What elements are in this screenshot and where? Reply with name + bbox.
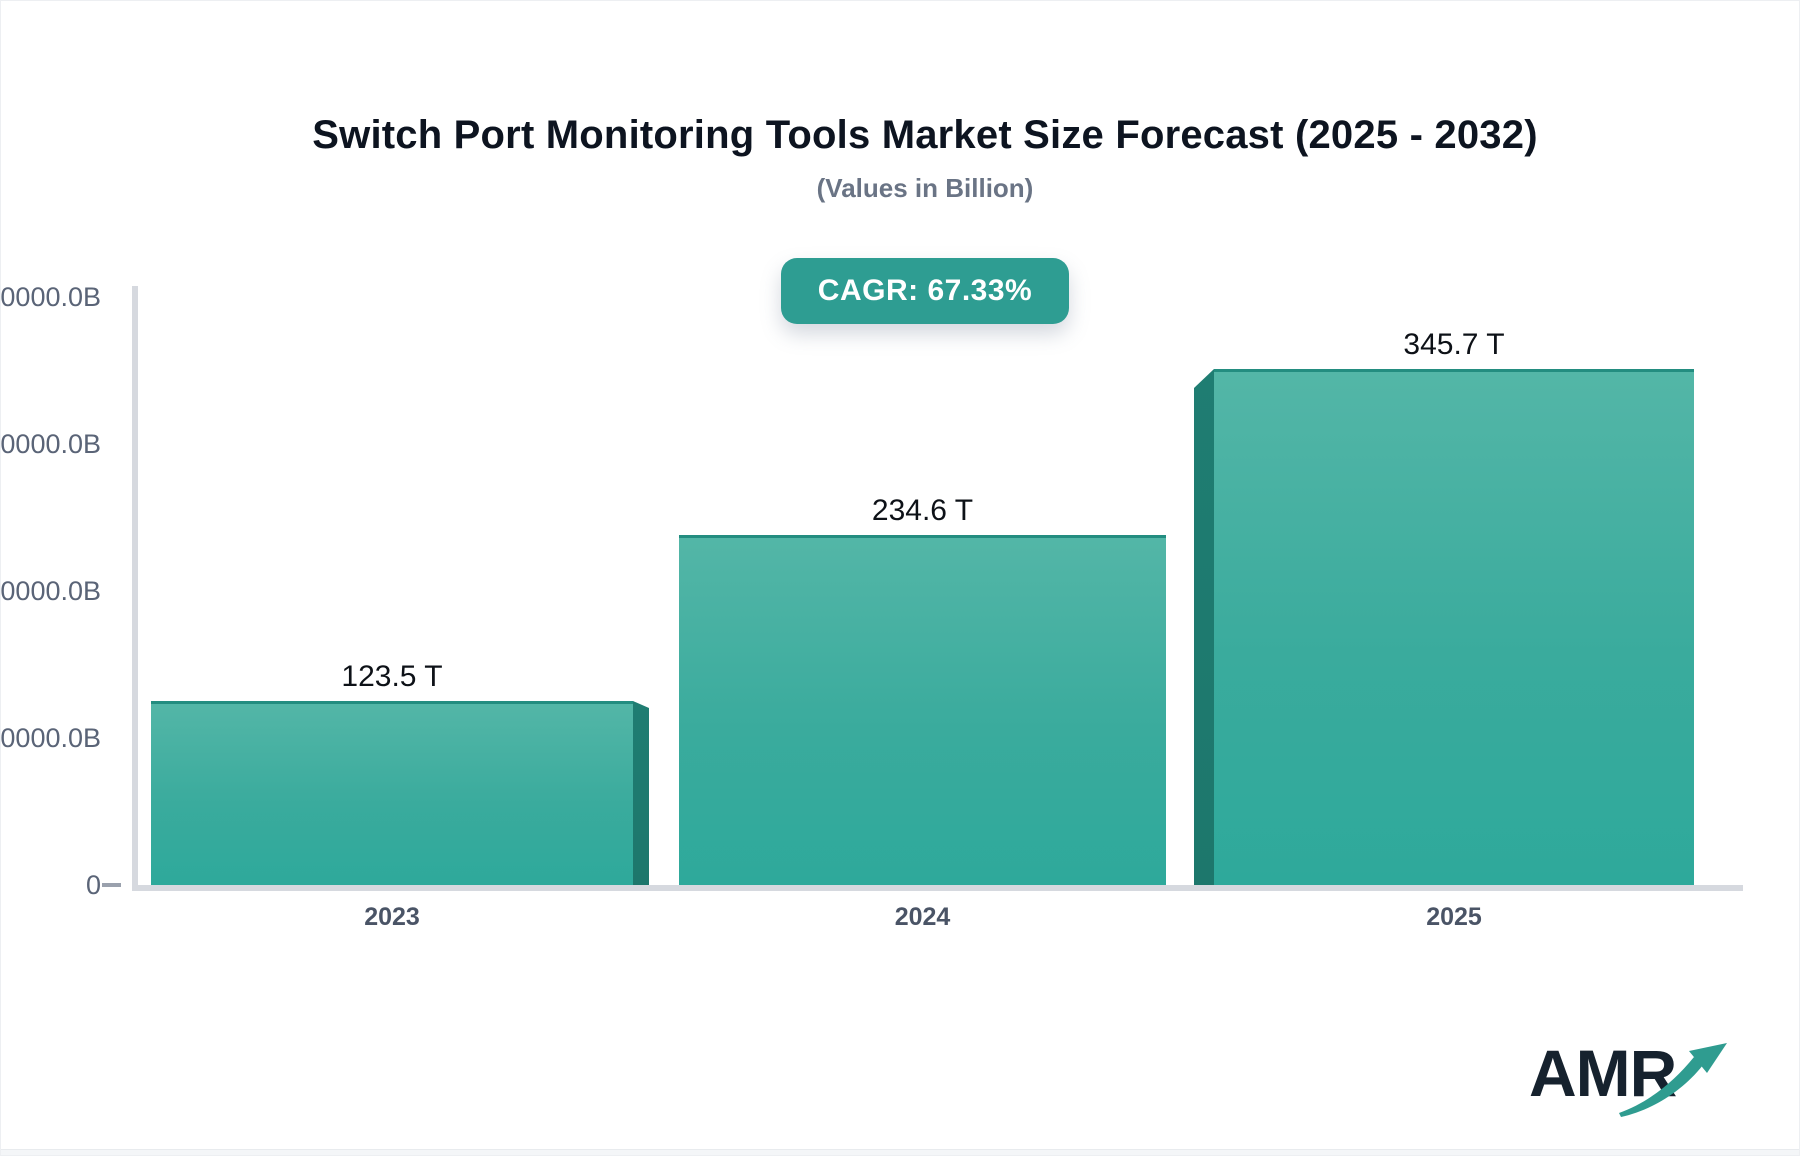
zero-tick-mark <box>102 883 121 887</box>
x-axis-label-2023: 2023 <box>364 903 420 931</box>
bar-side-face-2025 <box>1194 369 1214 885</box>
cagr-badge-label: CAGR: 67.33% <box>817 274 1033 307</box>
chart-title: Switch Port Monitoring Tools Market Size… <box>312 113 1538 157</box>
x-axis-line <box>132 885 1743 891</box>
bar-2023 <box>151 701 633 885</box>
y-axis-tick-label: 0 <box>85 870 101 900</box>
bar-value-label-2024: 234.6 T <box>871 494 974 527</box>
cagr-badge: CAGR: 67.33% <box>781 258 1069 324</box>
bar-value-label-2025: 345.7 T <box>1403 328 1505 361</box>
footer-strip <box>1 1149 1799 1155</box>
bar-value-label-2023: 123.5 T <box>341 660 443 693</box>
bar-side-face-2023 <box>633 701 649 885</box>
y-axis-tick-label: 0000.0B <box>0 723 101 753</box>
y-axis-line <box>132 286 138 891</box>
x-axis-label-2025: 2025 <box>1426 903 1482 931</box>
growth-arrow-icon <box>1619 1043 1727 1117</box>
chart-subtitle: (Values in Billion) <box>816 173 1034 203</box>
x-axis-label-2024: 2024 <box>894 903 951 931</box>
y-axis-tick-label: 0000.0B <box>0 282 101 312</box>
y-axis-tick-label: 0000.0B <box>0 576 101 606</box>
amr-logo: AMR <box>1529 1035 1749 1125</box>
bar-2025 <box>1214 369 1694 885</box>
y-axis-tick-label: 0000.0B <box>0 429 101 459</box>
bar-2024 <box>679 535 1166 885</box>
